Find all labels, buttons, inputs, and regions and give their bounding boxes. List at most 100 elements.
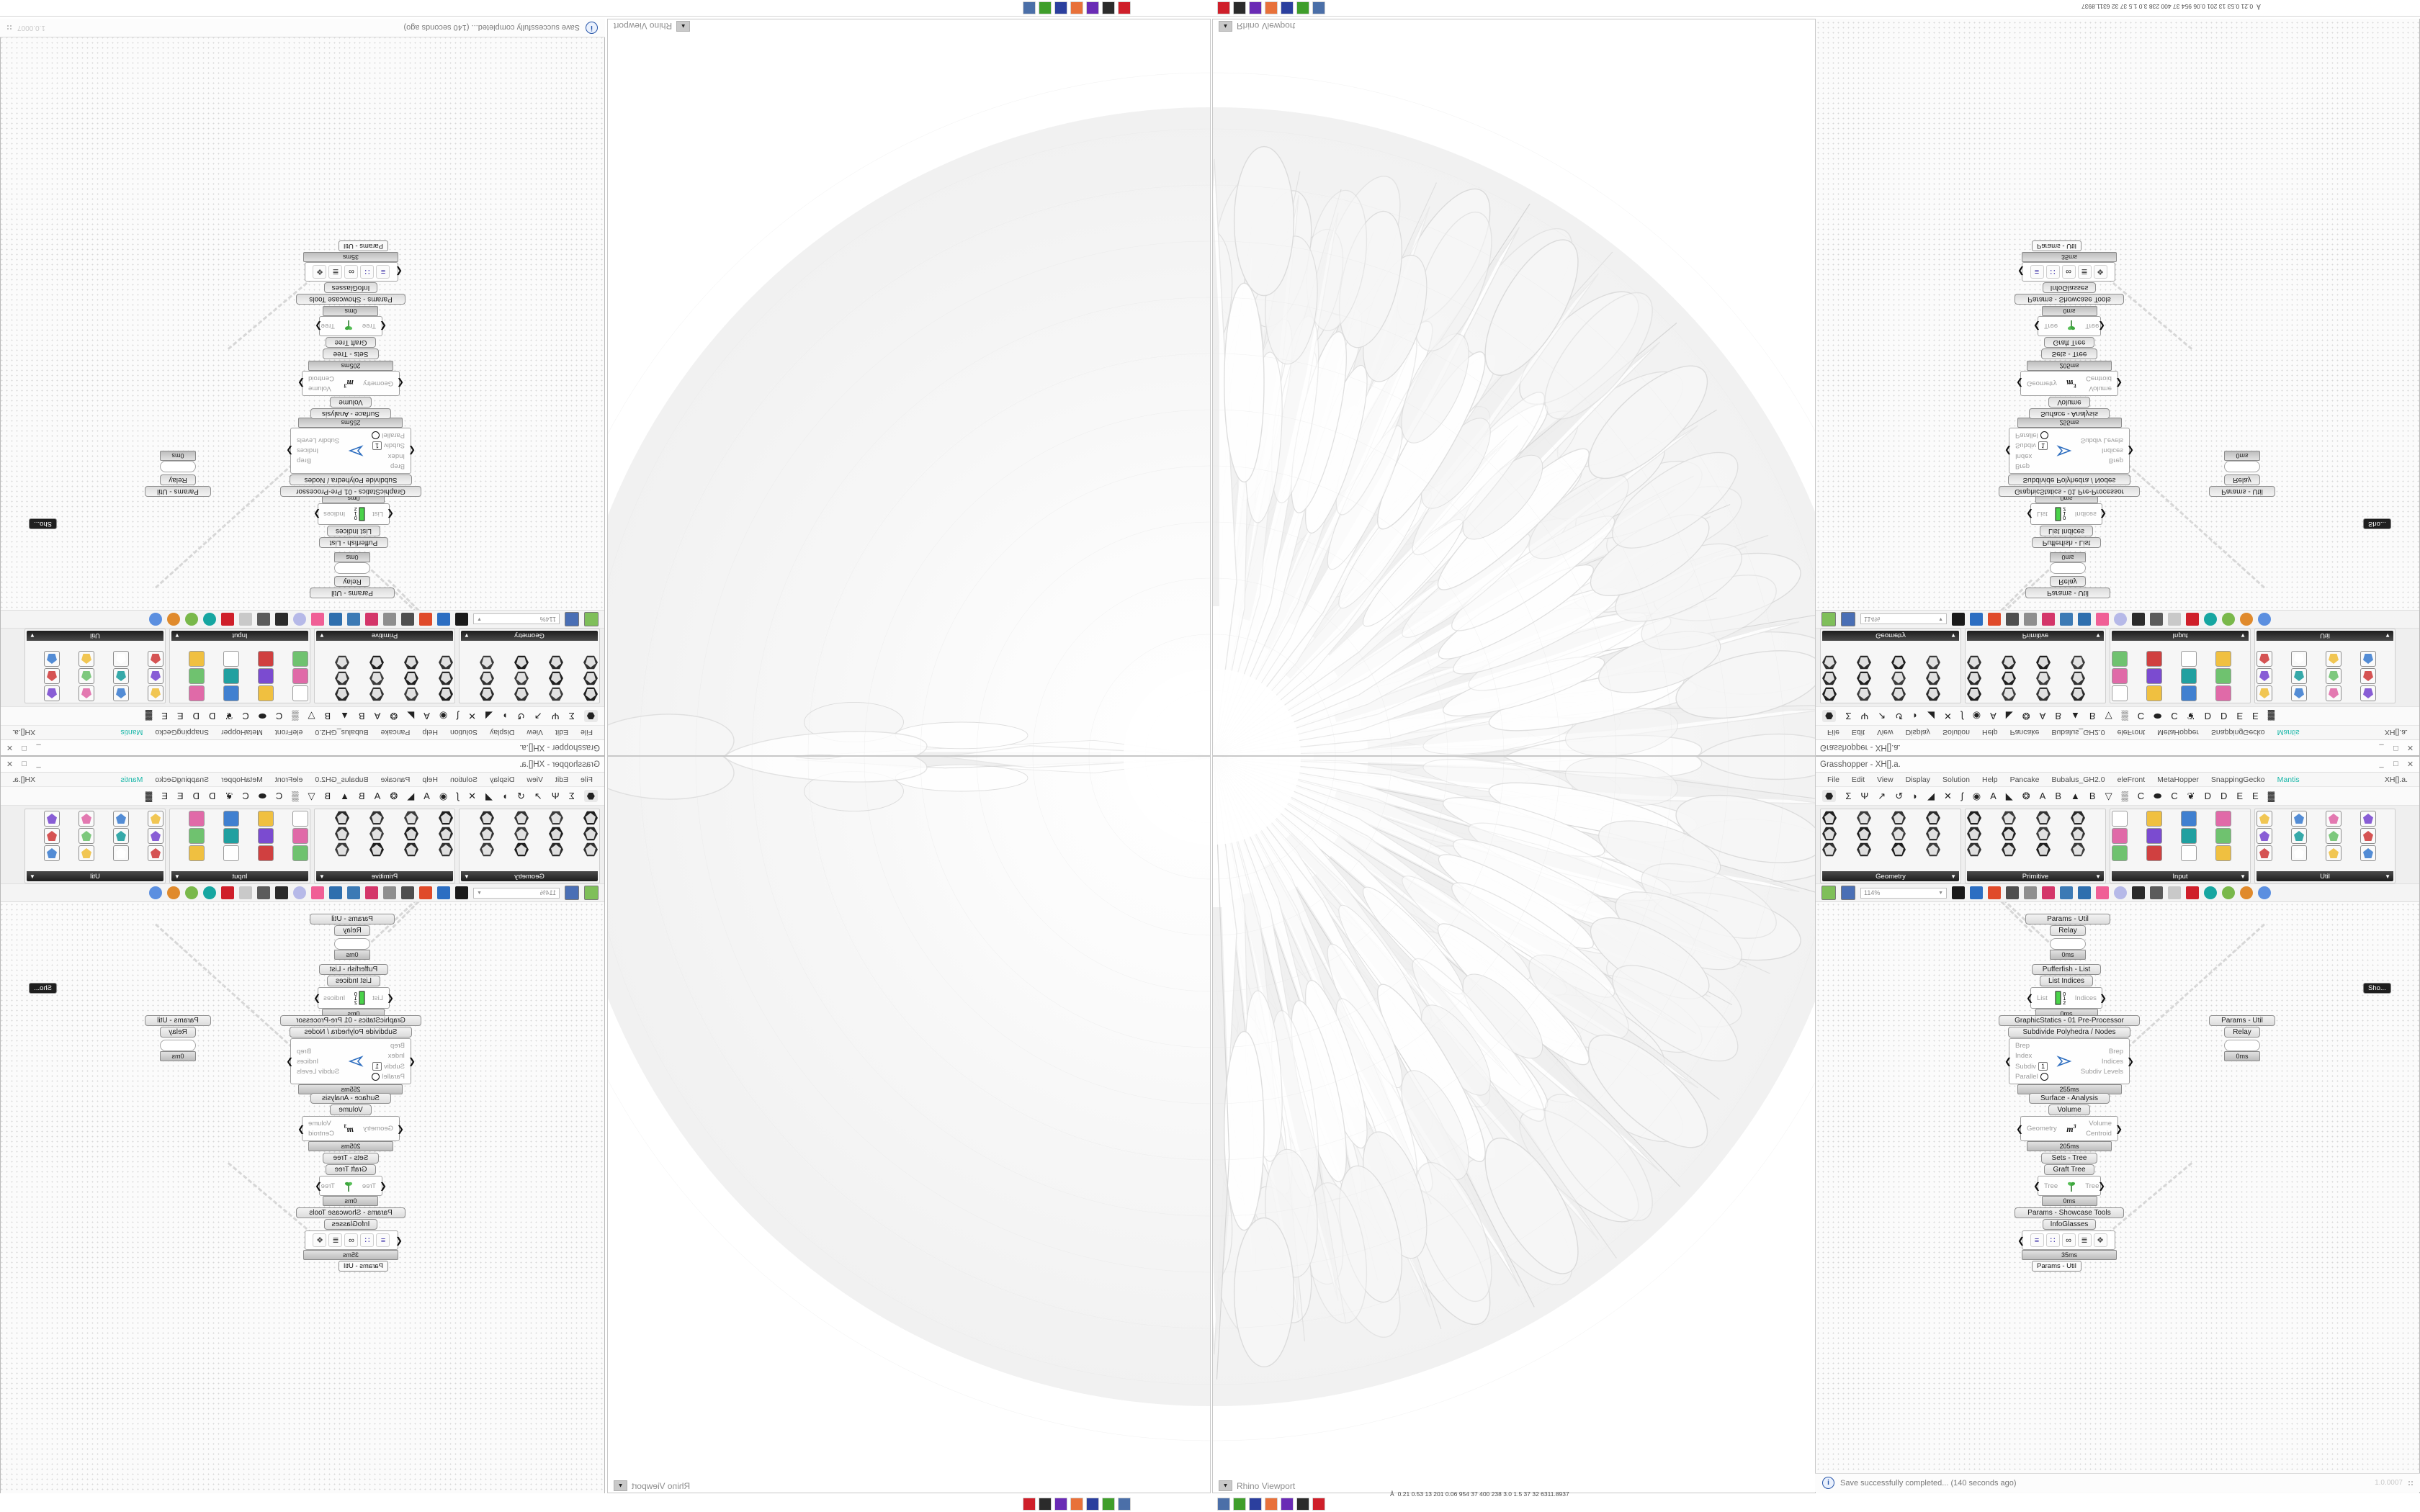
component-icon[interactable] xyxy=(2036,655,2051,670)
component-icon[interactable] xyxy=(79,685,94,701)
tab-addon-e2-icon[interactable]: E xyxy=(2252,791,2259,801)
menu-item-display[interactable]: Display xyxy=(1905,728,1931,737)
component-icon[interactable] xyxy=(549,811,563,825)
panel-tab-geometry[interactable]: Geometry ▼ xyxy=(461,631,598,641)
input-port[interactable]: ❮ xyxy=(395,266,403,277)
component-icon[interactable] xyxy=(1822,671,1837,685)
profiler-orange-button[interactable] xyxy=(2240,613,2253,626)
node-params-showcase[interactable]: Params - Showcase Tools xyxy=(2015,294,2124,305)
infoglasses-body[interactable]: ≡ ∷ ∞ ≣ ❖ ❮ xyxy=(305,1230,403,1250)
tab-addon-a-icon[interactable]: A xyxy=(1990,791,1996,801)
component-icon[interactable] xyxy=(2112,685,2128,701)
tab-addon-b2-icon[interactable]: B xyxy=(2089,711,2096,721)
component-icon[interactable] xyxy=(439,842,453,857)
taskbar-bottom-right[interactable] xyxy=(1217,1496,1325,1512)
component-icon[interactable] xyxy=(1891,842,1906,857)
node-graft-body[interactable]: Tree Tree ❮ ❯ 0ms xyxy=(2033,306,2105,336)
menu-item-mantis[interactable]: Mantis xyxy=(120,775,143,784)
component-icon[interactable] xyxy=(292,651,308,667)
zoom-extents-button[interactable] xyxy=(1952,613,1965,626)
panel-tab-input[interactable]: Input ▼ xyxy=(2112,631,2249,641)
tab-addon-b-icon[interactable]: B xyxy=(2055,711,2062,721)
component-icon[interactable] xyxy=(2215,811,2231,827)
tab-addon-c2-icon[interactable]: C xyxy=(242,791,249,801)
node-relay-right-body[interactable]: 0ms xyxy=(2224,1040,2260,1061)
tab-mesh-icon[interactable]: ◢ xyxy=(1927,791,1935,801)
tab-params-icon[interactable]: ⬣ xyxy=(1822,710,1837,722)
component-icon[interactable] xyxy=(1926,811,1940,825)
save-file-button[interactable] xyxy=(565,886,579,900)
component-icon[interactable] xyxy=(480,842,494,857)
bulb-button[interactable] xyxy=(293,613,306,626)
component-icon[interactable] xyxy=(223,828,239,844)
taskbar-icon-grasshopper[interactable] xyxy=(1281,1498,1294,1511)
infoglasses-option-icon[interactable]: ≣ xyxy=(328,1233,343,1247)
component-icon[interactable] xyxy=(258,828,274,844)
profiler-orange-button[interactable] xyxy=(167,886,180,899)
open-file-button[interactable] xyxy=(584,886,599,900)
tab-addon-bloom-icon[interactable]: ❂ xyxy=(390,791,398,801)
node-relay-body[interactable]: 0ms xyxy=(2050,552,2086,574)
component-icon[interactable] xyxy=(223,845,239,861)
profiler-green-button[interactable] xyxy=(185,613,198,626)
component-icon[interactable] xyxy=(44,668,60,684)
minimize-button[interactable]: _ xyxy=(2379,744,2384,752)
component-icon[interactable] xyxy=(2036,811,2051,825)
document-button[interactable] xyxy=(347,886,360,899)
tab-addon-grid-icon[interactable]: ▒ xyxy=(292,791,299,801)
component-icon[interactable] xyxy=(1822,827,1837,841)
component-icon[interactable] xyxy=(514,827,529,841)
node-surface-analysis[interactable]: Surface - Analysis xyxy=(310,1093,391,1104)
component-icon[interactable] xyxy=(113,685,129,701)
grasshopper-canvas[interactable]: Params - Util Relay 0ms Pufferfish - List Li… xyxy=(1,902,604,1493)
tab-addon-leaf-icon[interactable]: ◣ xyxy=(407,791,415,801)
menu-item-mantis[interactable]: Mantis xyxy=(2277,728,2300,737)
menu-item-pancake[interactable]: Pancake xyxy=(2009,775,2040,784)
node-params-showcase[interactable]: Params - Showcase Tools xyxy=(2015,1207,2124,1218)
node-list-indices[interactable]: List Indices xyxy=(2040,976,2093,986)
tab-display-icon[interactable]: ◉ xyxy=(439,791,448,801)
component-icon[interactable] xyxy=(1891,811,1906,825)
node-sets-tree[interactable]: Sets - Tree xyxy=(323,348,379,359)
component-icon[interactable] xyxy=(1822,842,1837,857)
menu-item-elefront[interactable]: eleFront xyxy=(2117,728,2146,737)
component-icon[interactable] xyxy=(480,655,494,670)
component-icon[interactable] xyxy=(2071,811,2085,825)
chevron-down-icon[interactable]: ▼ xyxy=(1950,632,1956,639)
menu-item-metahopper[interactable]: MetaHopper xyxy=(2157,728,2199,737)
component-icon[interactable] xyxy=(583,687,598,701)
node-graft-body[interactable]: Tree Tree ❮ ❯ 0ms xyxy=(315,1176,387,1206)
component-icon[interactable] xyxy=(1967,655,1981,670)
output-port[interactable]: ❯ xyxy=(2126,1056,2134,1066)
scissors-button[interactable] xyxy=(275,613,288,626)
component-icon[interactable] xyxy=(2146,685,2162,701)
parallel-toggle[interactable] xyxy=(2040,431,2048,439)
menu-item-edit[interactable]: Edit xyxy=(1851,728,1865,737)
component-icon[interactable] xyxy=(258,685,274,701)
component-icon[interactable] xyxy=(113,845,129,861)
infoglasses-option-icon[interactable]: ∷ xyxy=(2045,1233,2060,1247)
tab-addon-ellipse-icon[interactable]: ⬬ xyxy=(2154,711,2162,721)
component-icon[interactable] xyxy=(189,845,205,861)
component-icon[interactable] xyxy=(2112,651,2128,667)
node-subdivide-polyhedra[interactable]: Subdivide Polyhedra / Nodes xyxy=(2008,1027,2130,1038)
tab-addon-mesh2-icon[interactable]: ▓ xyxy=(2267,711,2275,721)
node-volume-body[interactable]: Geometry m3 Volume Centroid ❮ ❯ 205ms xyxy=(2016,361,2123,396)
tab-curve-icon[interactable]: ↺ xyxy=(1895,711,1904,721)
node-infoglasses-body[interactable]: ≡ ∷ ∞ ≣ ❖ ❮ 35ms xyxy=(2017,252,2117,282)
tab-addon-a2-icon[interactable]: A xyxy=(374,711,381,721)
chevron-down-icon[interactable]: ▼ xyxy=(2240,632,2246,639)
component-icon[interactable] xyxy=(335,687,349,701)
component-icon[interactable] xyxy=(2360,651,2376,667)
viewport-arrow-icon[interactable]: ▲ xyxy=(676,21,691,32)
panel-tab-input[interactable]: Input ▼ xyxy=(171,871,308,881)
menu-item-elefront[interactable]: eleFront xyxy=(274,775,303,784)
node-relay-right[interactable]: Relay xyxy=(2224,1027,2260,1038)
taskbar-icon-disk3[interactable] xyxy=(1118,1498,1131,1511)
close-button[interactable]: ✕ xyxy=(2406,760,2414,769)
tab-addon-b2-icon[interactable]: B xyxy=(2089,791,2096,801)
bake-flame-button[interactable] xyxy=(1988,613,2001,626)
component-icon[interactable] xyxy=(369,687,384,701)
tab-addon-mesh2-icon[interactable]: ▓ xyxy=(145,711,153,721)
zoom-level-field[interactable]: 114% ▼ xyxy=(473,887,560,899)
